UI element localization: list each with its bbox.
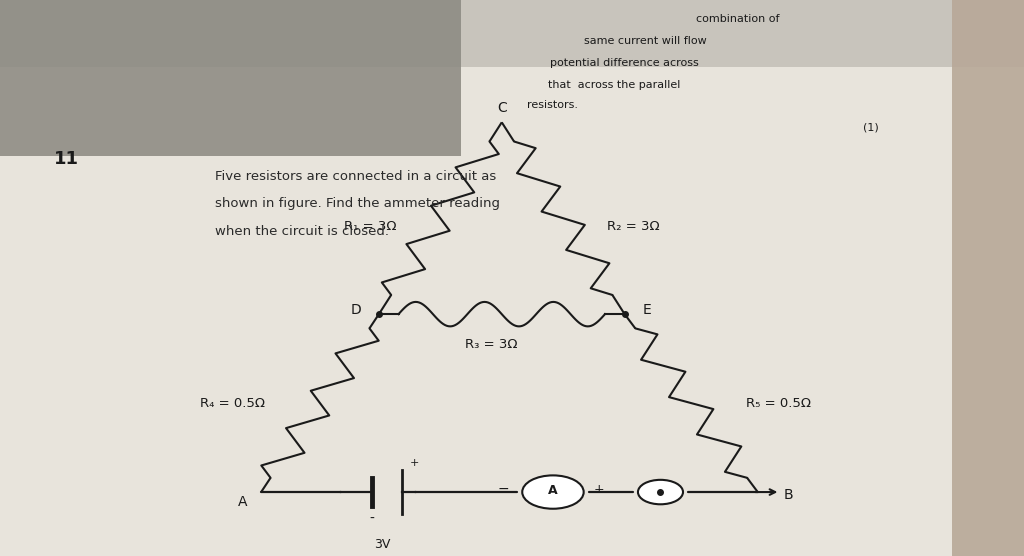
- Text: shown in figure. Find the ammeter reading: shown in figure. Find the ammeter readin…: [215, 197, 500, 210]
- Text: B: B: [783, 488, 794, 502]
- Text: A: A: [238, 495, 248, 509]
- Circle shape: [522, 475, 584, 509]
- Polygon shape: [0, 0, 461, 156]
- Text: +: +: [410, 458, 420, 468]
- Text: R₃ = 3Ω: R₃ = 3Ω: [465, 338, 518, 351]
- Text: (1): (1): [862, 122, 879, 132]
- FancyBboxPatch shape: [952, 0, 1024, 556]
- Text: resistors.: resistors.: [527, 100, 579, 110]
- Text: +: +: [594, 483, 604, 496]
- Text: potential difference across: potential difference across: [550, 58, 699, 68]
- Text: R₂ = 3Ω: R₂ = 3Ω: [606, 220, 659, 233]
- FancyBboxPatch shape: [0, 67, 1024, 556]
- Text: C: C: [497, 101, 507, 116]
- Text: R₅ = 0.5Ω: R₅ = 0.5Ω: [745, 396, 811, 410]
- Text: when the circuit is closed.: when the circuit is closed.: [215, 225, 389, 238]
- Text: R₁ = 3Ω: R₁ = 3Ω: [344, 220, 397, 233]
- Text: that  across the parallel: that across the parallel: [548, 80, 681, 90]
- Text: −: −: [498, 482, 510, 497]
- Text: 11: 11: [54, 150, 79, 168]
- Text: same current will flow: same current will flow: [584, 36, 707, 46]
- Text: A: A: [548, 484, 558, 498]
- Text: Five resistors are connected in a circuit as: Five resistors are connected in a circui…: [215, 170, 497, 182]
- Text: D: D: [351, 302, 361, 317]
- Text: R₄ = 0.5Ω: R₄ = 0.5Ω: [201, 396, 265, 410]
- Text: combination of: combination of: [695, 14, 779, 24]
- Text: E: E: [643, 302, 651, 317]
- Text: -: -: [370, 512, 374, 526]
- Circle shape: [638, 480, 683, 504]
- Text: 3V: 3V: [374, 538, 390, 550]
